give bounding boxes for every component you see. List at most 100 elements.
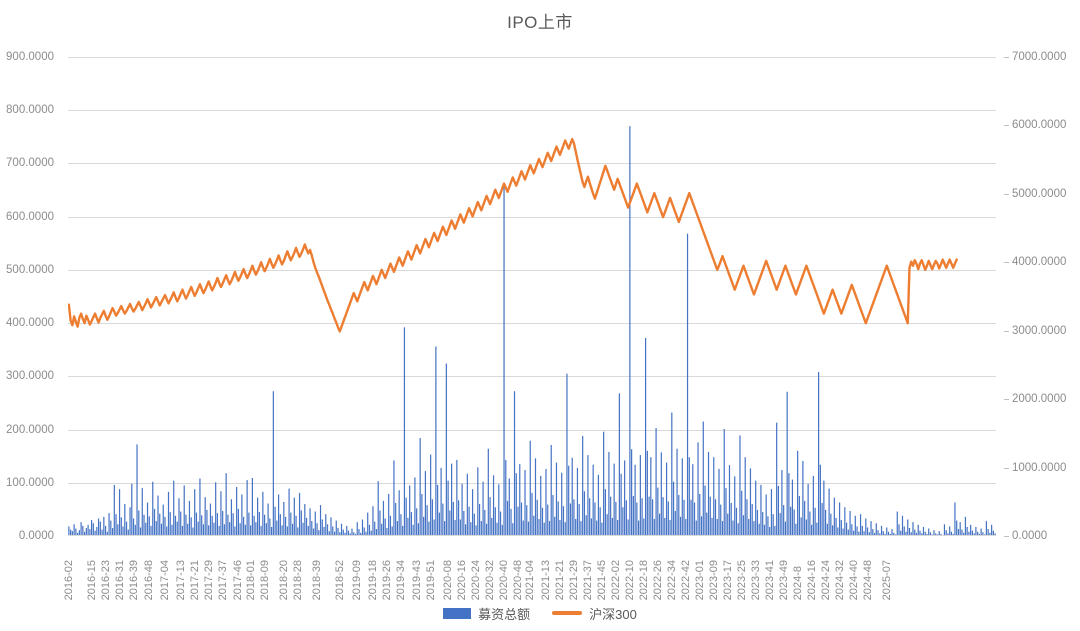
- bar: [943, 524, 946, 536]
- bar: [671, 412, 673, 536]
- x-axis-tick-label: 2017-04: [158, 559, 171, 600]
- bar: [106, 531, 108, 536]
- bar: [171, 524, 173, 536]
- x-axis-tick-label: 2018-09: [258, 559, 271, 600]
- bar: [674, 510, 676, 536]
- bar: [409, 485, 411, 536]
- bar: [120, 517, 122, 536]
- bar: [143, 514, 145, 536]
- bar: [150, 525, 152, 536]
- bar: [174, 515, 177, 536]
- bar: [335, 520, 337, 536]
- bar: [770, 489, 773, 536]
- bar: [319, 505, 322, 536]
- bar: [891, 529, 893, 536]
- bar: [512, 523, 514, 536]
- right-axis-tick: [1004, 399, 1009, 401]
- bar: [786, 391, 788, 536]
- x-axis-tick-label: 2016-15: [85, 559, 98, 600]
- bar: [505, 459, 507, 536]
- bar: [714, 499, 717, 536]
- bar: [515, 473, 517, 536]
- bar: [935, 533, 937, 536]
- bar: [78, 530, 80, 536]
- bar: [555, 462, 558, 536]
- bar: [382, 500, 385, 536]
- bar: [638, 520, 640, 536]
- bar: [134, 524, 136, 536]
- bar: [111, 528, 114, 536]
- bar: [723, 429, 725, 536]
- bar: [388, 493, 390, 536]
- x-axis-tick-label: 2019-51: [424, 559, 437, 600]
- bar: [202, 524, 205, 536]
- bar: [873, 532, 876, 536]
- left-axis-tick-label: 200.0000: [6, 423, 54, 436]
- x-axis-tick-label: 2020-24: [470, 559, 483, 600]
- bar: [347, 530, 350, 536]
- bar: [693, 502, 696, 536]
- bar: [608, 451, 610, 536]
- bar: [859, 514, 862, 536]
- bar: [704, 485, 706, 536]
- bar: [77, 532, 79, 536]
- bar: [795, 523, 797, 536]
- legend-item-bar[interactable]: 募资总额: [443, 604, 530, 623]
- gridline: [68, 110, 996, 112]
- bar: [755, 480, 757, 536]
- bar: [922, 526, 925, 536]
- bar: [384, 518, 386, 536]
- bar: [295, 515, 297, 536]
- bar: [328, 531, 330, 536]
- gridline: [68, 216, 996, 218]
- bar: [368, 524, 371, 536]
- bar: [471, 489, 474, 536]
- legend-item-line[interactable]: 沪深300: [552, 604, 637, 623]
- bar: [159, 513, 161, 536]
- bar: [145, 522, 147, 536]
- bar: [900, 530, 902, 536]
- bar: [118, 489, 121, 536]
- bar: [333, 531, 336, 536]
- bar: [571, 457, 573, 536]
- x-axis-tick-label: 2022-34: [665, 559, 678, 600]
- bar: [513, 391, 516, 536]
- bar: [732, 520, 734, 536]
- right-axis-tick-label: 7000.0000: [1012, 51, 1067, 63]
- bar: [613, 463, 615, 536]
- bar: [700, 516, 703, 536]
- bar: [225, 473, 227, 536]
- bar: [672, 481, 675, 536]
- bar: [833, 497, 835, 536]
- bar: [377, 481, 379, 536]
- bar: [124, 504, 126, 536]
- bar: [840, 520, 842, 536]
- right-axis-tick: [1004, 262, 1009, 264]
- bar: [688, 457, 690, 536]
- bar: [603, 431, 605, 536]
- bar: [887, 531, 890, 536]
- bar: [734, 476, 736, 536]
- bar: [660, 452, 662, 536]
- bar: [208, 525, 210, 536]
- bar: [395, 503, 397, 536]
- bar: [686, 233, 689, 536]
- bar: [838, 502, 841, 536]
- bar: [136, 444, 138, 536]
- bar: [845, 522, 848, 536]
- bar: [679, 516, 682, 536]
- bar: [868, 532, 870, 536]
- bar: [297, 527, 299, 536]
- bar: [950, 531, 953, 536]
- bar: [907, 519, 909, 536]
- bar: [991, 524, 993, 536]
- x-axis-tick-label: 2023-17: [721, 559, 734, 600]
- x-axis-labels: 2016-02 2016-15 2016-23 2016-31 2016-39 2016-…: [63, 538, 996, 600]
- bar: [318, 530, 320, 536]
- bar: [870, 521, 872, 536]
- bar: [470, 522, 472, 536]
- left-axis-tick-label: 300.0000: [6, 370, 54, 383]
- bar: [597, 474, 600, 536]
- bar: [758, 523, 760, 536]
